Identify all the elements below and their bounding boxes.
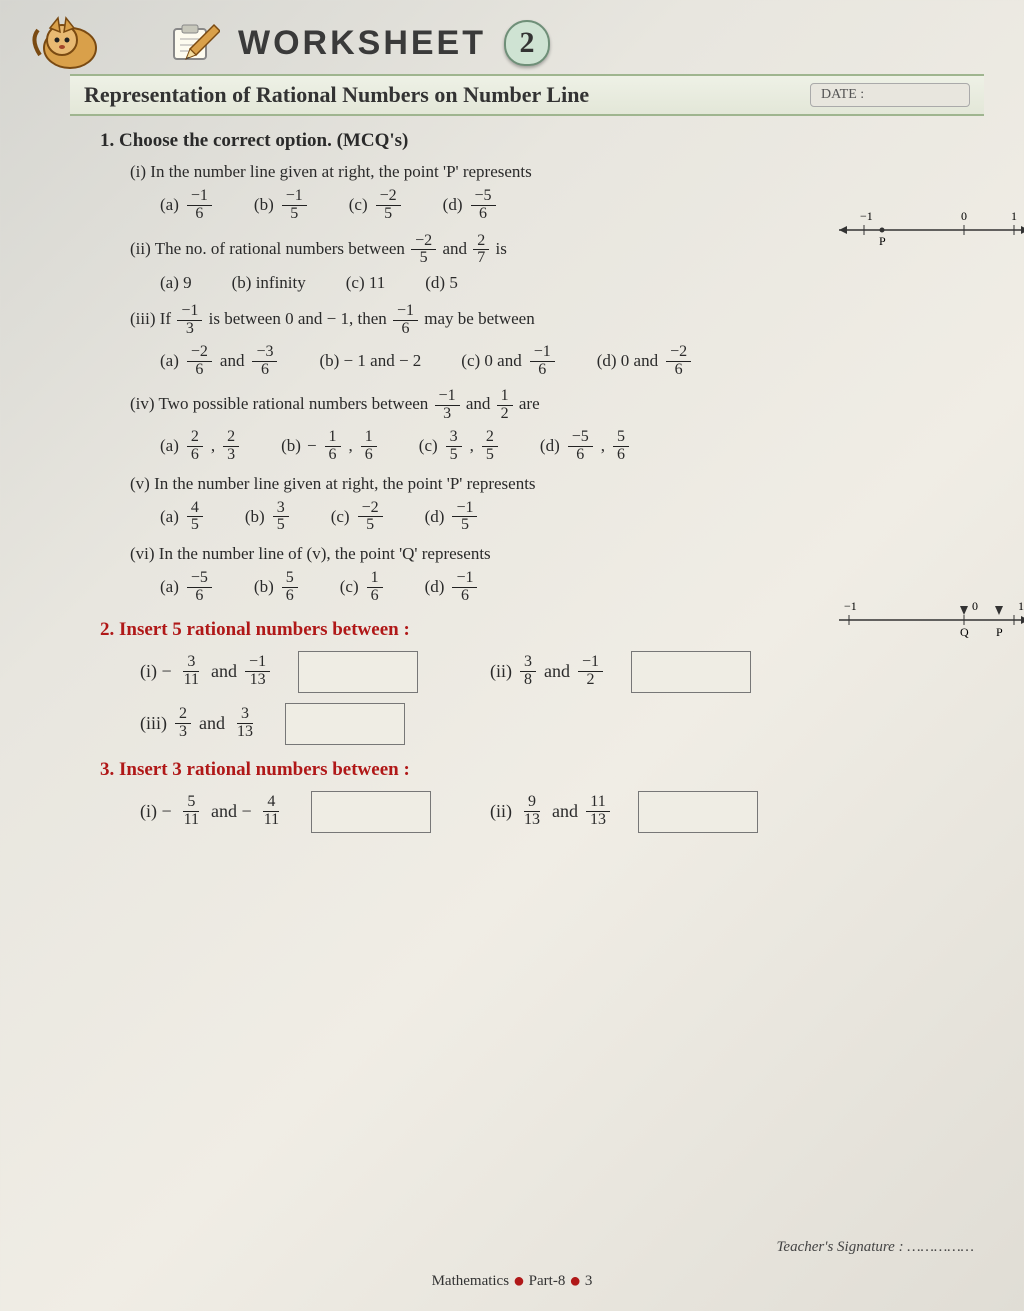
- worksheet-number: 2: [504, 20, 550, 66]
- date-field: DATE :: [810, 83, 970, 107]
- answer-box[interactable]: [298, 651, 418, 693]
- svg-text:Q: Q: [960, 625, 969, 639]
- mascot-icon: [30, 10, 110, 70]
- subheading-bar: Representation of Rational Numbers on Nu…: [70, 74, 984, 116]
- q1-vi-text: (vi) In the number line of (v), the poin…: [130, 544, 984, 564]
- q3-row-1: (i) −511 and −411 (ii) 913 and 1113: [140, 791, 984, 833]
- answer-box[interactable]: [311, 791, 431, 833]
- pencil-clipboard-icon: [170, 23, 220, 63]
- q1-v-options: (a) 45 (b) 35 (c) −25 (d) −15: [160, 500, 984, 535]
- worksheet-title: WORKSHEET: [238, 24, 486, 63]
- svg-text:−1: −1: [844, 599, 857, 613]
- footer-text: Mathematics ● Part-8 ● 3: [0, 1270, 1024, 1293]
- svg-text:1: 1: [1018, 599, 1024, 613]
- q1-i-text: (i) In the number line given at right, t…: [130, 162, 984, 182]
- q2-row-1: (i) −311 and −113 (ii) 38 and −12: [140, 651, 984, 693]
- svg-text:−1: −1: [860, 209, 873, 223]
- q1-iii-text: (iii) If −13 is between 0 and − 1, then …: [130, 303, 984, 338]
- q1-iv-text: (iv) Two possible rational numbers betwe…: [130, 388, 984, 423]
- answer-box[interactable]: [638, 791, 758, 833]
- q1-heading: 1. Choose the correct option. (MCQ's): [100, 130, 984, 152]
- q1-ii-options: (a) 9 (b) infinity (c) 11 (d) 5: [160, 273, 984, 293]
- svg-text:P: P: [996, 625, 1003, 639]
- answer-box[interactable]: [285, 703, 405, 745]
- answer-box[interactable]: [631, 651, 751, 693]
- svg-text:1: 1: [1011, 209, 1017, 223]
- q3-heading: 3. Insert 3 rational numbers between :: [100, 759, 984, 781]
- svg-text:0: 0: [961, 209, 967, 223]
- q1-iii-options: (a) −26 and −36 (b) − 1 and − 2 (c) 0 an…: [160, 344, 984, 379]
- q1-ii-text: (ii) The no. of rational numbers between…: [130, 233, 984, 268]
- q2-row-2: (iii) 23 and 313: [140, 703, 984, 745]
- teacher-signature: Teacher's Signature : ……………: [776, 1239, 974, 1256]
- svg-text:0: 0: [972, 599, 978, 613]
- q1-v-text: (v) In the number line given at right, t…: [130, 474, 984, 494]
- q1-iv-options: (a) 26, 23 (b) −16, 16 (c) 35, 25 (d) −5…: [160, 429, 984, 464]
- number-line-2: −1 0 1 Q P: [834, 590, 1024, 640]
- subheading: Representation of Rational Numbers on Nu…: [84, 82, 589, 108]
